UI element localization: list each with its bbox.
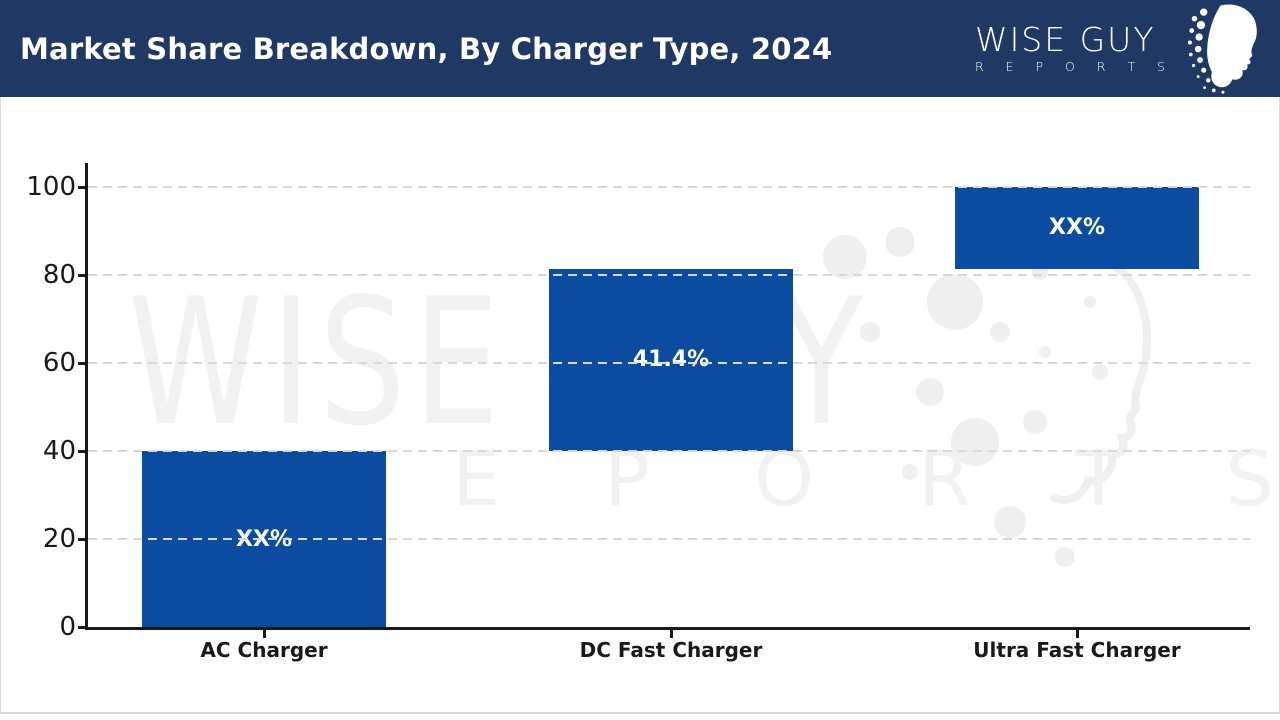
gridline	[88, 186, 1250, 188]
x-axis-tick	[670, 629, 673, 638]
y-axis-tick	[78, 538, 87, 541]
logo-subtitle: R E P O R T S	[974, 58, 1174, 74]
y-axis-tick-label: 40	[42, 436, 76, 466]
y-axis-tick-label: 20	[42, 524, 76, 554]
bar-value-label: 41.4%	[632, 347, 710, 373]
bar-segment: 41.4%	[549, 268, 793, 451]
y-axis-tick-label: 80	[42, 260, 76, 290]
gridline	[88, 450, 1250, 452]
y-axis-tick	[78, 186, 87, 189]
y-axis-tick	[78, 274, 87, 277]
category-label: DC Fast Charger	[579, 638, 763, 662]
header-bar: Market Share Breakdown, By Charger Type,…	[0, 0, 1280, 97]
category-label: AC Charger	[200, 638, 328, 662]
x-axis-tick	[1076, 629, 1079, 638]
bar-segment: XX%	[955, 187, 1199, 269]
wise-guy-logo: WISE GUY R E P O R T S	[975, 3, 1266, 95]
logo-wordmark: WISE GUY	[974, 20, 1156, 60]
y-axis-tick	[78, 450, 87, 453]
y-axis-line	[85, 163, 88, 630]
y-axis-tick-label: 0	[59, 612, 76, 642]
y-axis-tick	[78, 626, 87, 629]
y-axis-tick-label: 60	[42, 348, 76, 378]
gridline	[88, 538, 1250, 540]
gridline	[88, 274, 1250, 276]
logo-text: WISE GUY R E P O R T S	[975, 23, 1174, 74]
page-title: Market Share Breakdown, By Charger Type,…	[20, 31, 833, 66]
watermark-face-icon	[823, 227, 1151, 567]
y-axis-tick-label: 100	[26, 172, 76, 202]
bar-value-label: XX%	[1049, 215, 1105, 241]
y-axis-tick	[78, 362, 87, 365]
x-axis-tick	[263, 629, 266, 638]
category-label: Ultra Fast Charger	[973, 638, 1181, 662]
gridline	[88, 362, 1250, 364]
logo-face-icon	[1187, 4, 1257, 94]
x-axis-line	[85, 627, 1250, 630]
